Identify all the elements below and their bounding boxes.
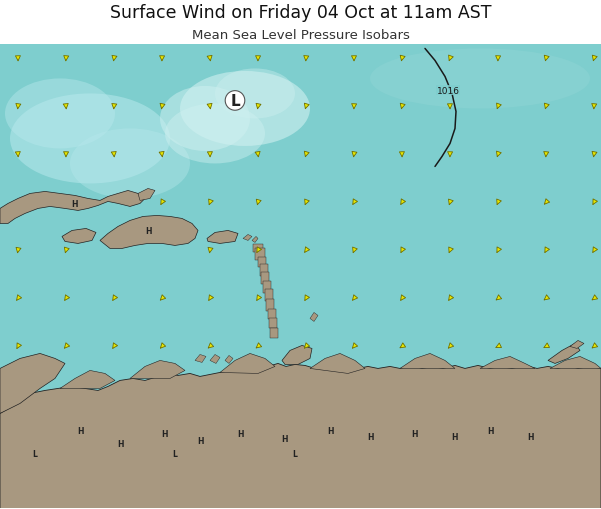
Text: H: H [117,439,123,448]
Polygon shape [266,300,274,312]
Polygon shape [310,313,318,322]
Polygon shape [225,356,233,364]
Text: H: H [77,426,84,435]
Ellipse shape [370,49,590,109]
Polygon shape [138,189,155,201]
Ellipse shape [215,69,295,119]
Text: H: H [487,426,493,435]
Text: H: H [282,434,288,443]
Polygon shape [310,354,365,374]
Polygon shape [548,344,580,364]
Text: L: L [293,449,297,458]
Text: L: L [32,449,37,458]
Text: L: L [172,449,177,458]
Polygon shape [100,216,198,249]
Polygon shape [207,231,238,244]
Polygon shape [252,237,258,243]
Polygon shape [0,364,601,508]
Polygon shape [60,371,115,389]
Text: H: H [162,429,168,438]
Polygon shape [258,258,266,268]
Text: H: H [526,432,533,441]
Polygon shape [255,249,265,261]
Polygon shape [243,235,252,241]
Text: H: H [237,429,243,438]
Ellipse shape [165,104,265,164]
Text: H: H [72,200,78,209]
Text: Surface Wind on Friday 04 Oct at 11am AST: Surface Wind on Friday 04 Oct at 11am AS… [110,5,491,22]
Polygon shape [62,229,96,244]
Polygon shape [210,355,220,364]
Polygon shape [0,354,65,414]
Text: Mean Sea Level Pressure Isobars: Mean Sea Level Pressure Isobars [192,30,409,42]
Ellipse shape [180,72,310,147]
Ellipse shape [160,87,250,152]
Polygon shape [570,341,584,349]
Text: H: H [412,429,418,438]
Polygon shape [261,273,269,285]
Text: H: H [145,227,151,236]
Polygon shape [260,265,268,277]
Polygon shape [268,310,276,320]
Text: L: L [230,94,240,109]
Text: 1016: 1016 [436,87,460,96]
Polygon shape [269,319,277,329]
Polygon shape [130,361,185,379]
Ellipse shape [10,94,170,184]
Polygon shape [263,282,271,294]
Polygon shape [195,355,206,363]
Polygon shape [282,346,312,365]
Polygon shape [265,290,273,302]
Polygon shape [253,245,263,253]
Polygon shape [480,357,535,369]
Text: H: H [452,432,458,441]
Text: H: H [197,436,203,445]
Ellipse shape [5,79,115,149]
Polygon shape [400,354,455,369]
Text: H: H [367,432,373,441]
Polygon shape [270,329,278,339]
Ellipse shape [70,129,190,199]
Text: H: H [327,426,333,435]
Polygon shape [220,354,275,374]
Polygon shape [550,357,601,369]
Polygon shape [0,191,145,224]
